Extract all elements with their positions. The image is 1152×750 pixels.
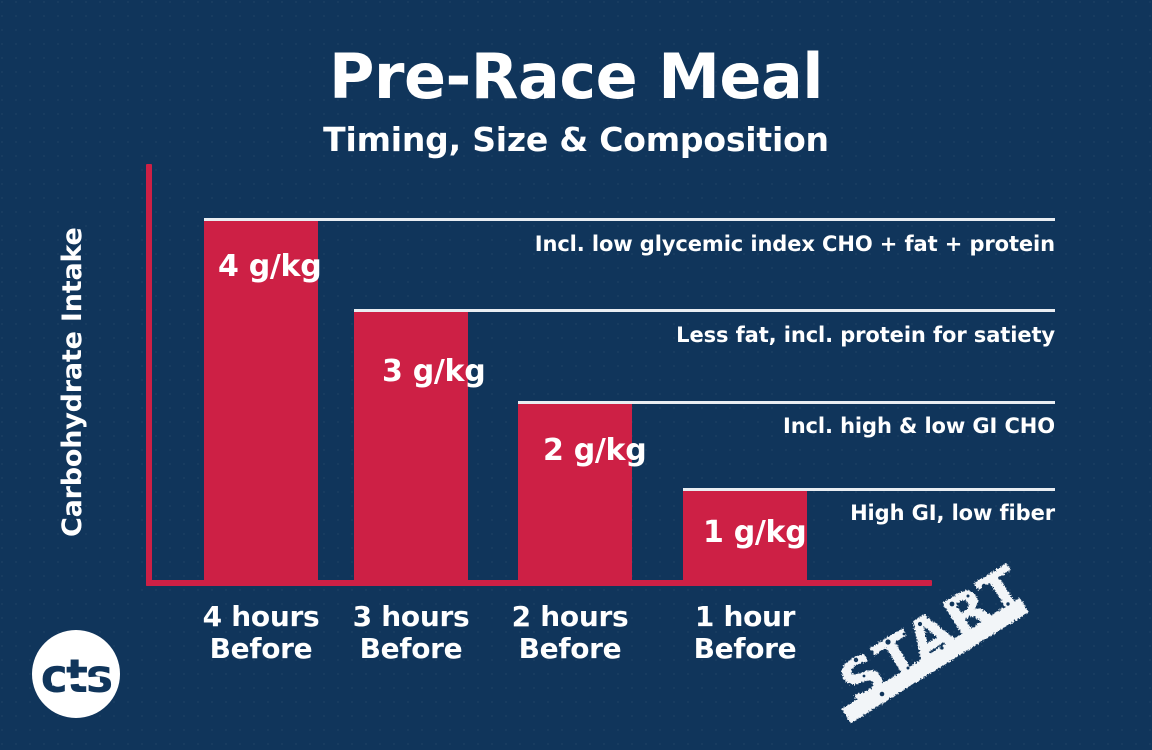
bar-value-label-4: 1 g/kg bbox=[703, 515, 807, 550]
annotation-label-4: High GI, low fiber bbox=[850, 501, 1055, 525]
logo-swoosh bbox=[51, 676, 101, 686]
annotation-rule bbox=[518, 401, 1055, 404]
bar-value-label-2: 3 g/kg bbox=[382, 354, 486, 389]
annotation-label-2: Less fat, incl. protein for satiety bbox=[676, 323, 1055, 347]
x-tick-4-hours: 4 hours Before bbox=[181, 600, 341, 666]
x-tick-line2: Before bbox=[209, 632, 313, 666]
x-tick-2-hours: 2 hours Before bbox=[490, 600, 650, 666]
x-tick-line1: 2 hours bbox=[511, 600, 629, 633]
annotation-label-3: Incl. high & low GI CHO bbox=[782, 414, 1055, 438]
logo-wordmark: cts bbox=[41, 649, 112, 703]
x-axis-baseline bbox=[146, 580, 932, 586]
x-tick-1-hour: 1 hour Before bbox=[665, 600, 825, 666]
x-tick-line1: 4 hours bbox=[202, 600, 320, 633]
annotation-rule bbox=[204, 218, 1055, 221]
bar-value-label-3: 2 g/kg bbox=[543, 433, 647, 468]
x-tick-line2: Before bbox=[693, 632, 797, 666]
bar-value-label-1: 4 g/kg bbox=[218, 249, 322, 284]
cts-logo[interactable]: cts bbox=[28, 626, 124, 722]
bar-1-hour[interactable] bbox=[683, 491, 807, 583]
x-tick-line2: Before bbox=[518, 632, 622, 666]
y-axis-line bbox=[146, 164, 152, 586]
annotation-label-1: Incl. low glycemic index CHO + fat + pro… bbox=[534, 232, 1055, 256]
x-tick-line1: 1 hour bbox=[694, 600, 796, 633]
annotation-rule bbox=[354, 309, 1055, 312]
x-tick-line1: 3 hours bbox=[352, 600, 470, 633]
x-tick-line2: Before bbox=[359, 632, 463, 666]
annotation-rule bbox=[683, 488, 1055, 491]
bar-4-hours[interactable] bbox=[204, 221, 318, 583]
x-tick-3-hours: 3 hours Before bbox=[331, 600, 491, 666]
bar-2-hours[interactable] bbox=[518, 404, 632, 583]
bar-3-hours[interactable] bbox=[354, 312, 468, 583]
logo-circle bbox=[32, 630, 120, 718]
page-subtitle: Timing, Size & Composition bbox=[323, 120, 829, 159]
page-title: Pre-Race Meal bbox=[328, 40, 824, 113]
